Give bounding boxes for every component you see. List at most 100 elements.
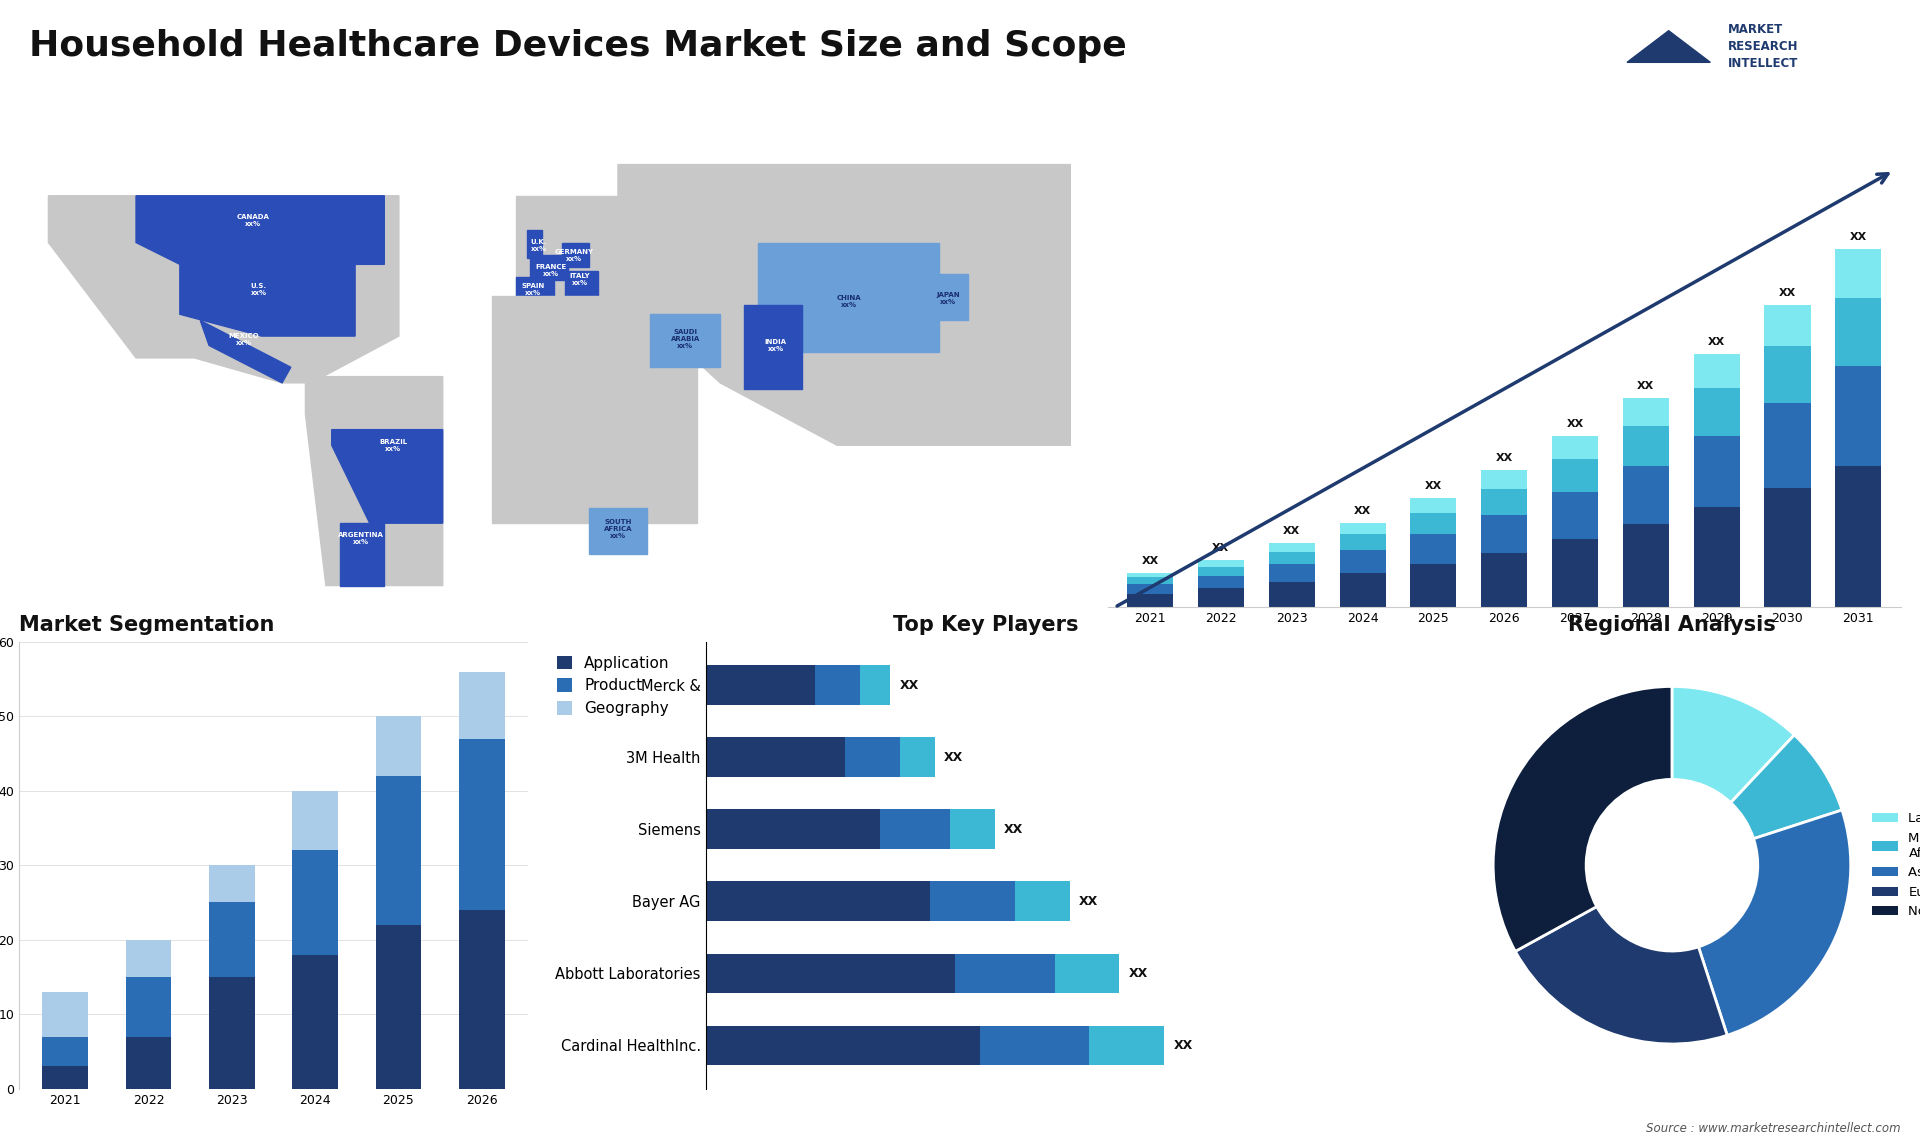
Wedge shape <box>1730 735 1841 839</box>
Text: BRAZIL
xx%: BRAZIL xx% <box>378 439 407 452</box>
Bar <box>1127 578 1173 584</box>
Polygon shape <box>136 196 384 265</box>
Text: U.K.
xx%: U.K. xx% <box>530 240 547 252</box>
Polygon shape <box>563 243 589 267</box>
Text: GERMANY
xx%: GERMANY xx% <box>555 249 593 261</box>
Bar <box>860 665 891 705</box>
Polygon shape <box>305 377 444 586</box>
Bar <box>1016 881 1069 921</box>
Bar <box>1054 953 1119 994</box>
Text: XX: XX <box>1212 542 1229 552</box>
Bar <box>1340 550 1386 573</box>
Bar <box>1693 435 1740 507</box>
Bar <box>1340 523 1386 534</box>
Bar <box>42 1036 88 1066</box>
Text: XX: XX <box>1283 526 1300 536</box>
Bar <box>1622 398 1668 426</box>
Bar <box>1340 573 1386 607</box>
Bar <box>459 910 505 1089</box>
Polygon shape <box>618 165 1071 446</box>
Bar <box>1480 470 1526 489</box>
Text: ARGENTINA
xx%: ARGENTINA xx% <box>338 532 384 545</box>
Text: INDIA
xx%: INDIA xx% <box>764 339 787 352</box>
Text: Household Healthcare Devices Market Size and Scope: Household Healthcare Devices Market Size… <box>29 29 1127 63</box>
Polygon shape <box>340 524 384 586</box>
Wedge shape <box>1672 686 1795 802</box>
Polygon shape <box>528 230 541 258</box>
Title: Regional Analysis: Regional Analysis <box>1569 614 1776 635</box>
Bar <box>1198 588 1244 607</box>
Text: XX: XX <box>1638 380 1655 391</box>
Bar <box>707 737 845 777</box>
Polygon shape <box>743 305 803 390</box>
Bar <box>1836 298 1882 367</box>
Text: XX: XX <box>1129 967 1148 980</box>
Bar <box>707 953 954 994</box>
Wedge shape <box>1699 810 1851 1035</box>
Bar <box>1480 552 1526 607</box>
Bar <box>954 953 1054 994</box>
Text: XX: XX <box>1079 895 1098 908</box>
Text: XX: XX <box>899 678 918 691</box>
Bar <box>1622 465 1668 525</box>
Bar <box>1411 499 1457 513</box>
Polygon shape <box>200 321 290 383</box>
Bar <box>1411 534 1457 564</box>
Bar <box>1411 513 1457 534</box>
Polygon shape <box>516 196 662 305</box>
Polygon shape <box>492 296 697 524</box>
Bar <box>1127 573 1173 578</box>
Bar <box>376 776 420 925</box>
Text: FRANCE
xx%: FRANCE xx% <box>536 264 566 277</box>
Bar <box>1198 576 1244 588</box>
Text: U.S.
xx%: U.S. xx% <box>252 283 267 296</box>
Text: XX: XX <box>1425 481 1442 492</box>
Bar <box>209 865 255 903</box>
Bar <box>1198 559 1244 566</box>
Bar <box>707 1026 979 1066</box>
Bar <box>1764 403 1811 487</box>
Bar <box>707 809 879 849</box>
Bar <box>950 809 995 849</box>
Bar <box>845 737 900 777</box>
Polygon shape <box>530 256 568 280</box>
Bar <box>1411 564 1457 607</box>
Bar <box>1622 426 1668 465</box>
Polygon shape <box>925 274 968 321</box>
Bar <box>707 881 929 921</box>
Text: XX: XX <box>1567 418 1584 429</box>
Polygon shape <box>48 196 399 383</box>
Text: XX: XX <box>1778 288 1795 298</box>
Legend: Application, Product, Geography: Application, Product, Geography <box>551 650 676 722</box>
Text: XX: XX <box>1849 233 1866 242</box>
Legend: Latin America, Middle East &
Africa, Asia Pacific, Europe, North America: Latin America, Middle East & Africa, Asi… <box>1866 807 1920 924</box>
Text: SPAIN
xx%: SPAIN xx% <box>522 283 545 296</box>
Bar <box>1764 346 1811 403</box>
Bar <box>1198 566 1244 576</box>
Bar <box>459 738 505 910</box>
Text: XX: XX <box>1142 556 1158 566</box>
Bar <box>292 850 338 955</box>
Bar <box>1269 543 1315 551</box>
Bar <box>1836 465 1882 607</box>
Bar <box>292 955 338 1089</box>
Bar <box>42 1066 88 1089</box>
Text: XX: XX <box>1709 337 1726 347</box>
Bar <box>1551 458 1597 492</box>
Text: MARKET
RESEARCH
INTELLECT: MARKET RESEARCH INTELLECT <box>1728 23 1799 70</box>
Text: Market Segmentation: Market Segmentation <box>19 614 275 635</box>
Bar <box>979 1026 1089 1066</box>
Bar <box>125 1036 171 1089</box>
Text: XX: XX <box>945 751 964 763</box>
Text: SOUTH
AFRICA
xx%: SOUTH AFRICA xx% <box>603 519 632 540</box>
Text: XX: XX <box>1004 823 1023 835</box>
Polygon shape <box>180 265 355 336</box>
Bar <box>1127 584 1173 594</box>
Bar <box>816 665 860 705</box>
Bar <box>929 881 1016 921</box>
Bar <box>1551 540 1597 607</box>
Text: SAUDI
ARABIA
xx%: SAUDI ARABIA xx% <box>670 329 699 350</box>
Polygon shape <box>516 277 553 301</box>
Bar <box>1693 507 1740 607</box>
Bar <box>879 809 950 849</box>
